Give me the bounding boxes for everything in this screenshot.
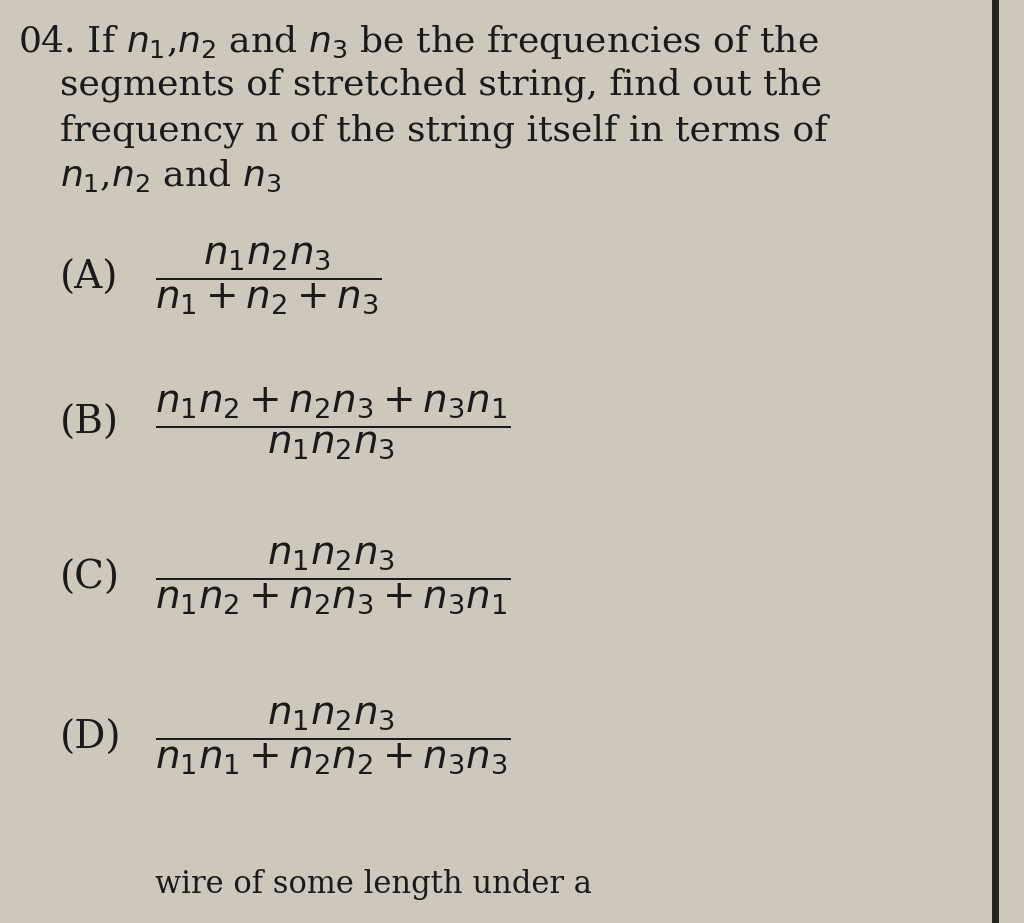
Text: wire of some length under a: wire of some length under a <box>155 869 592 901</box>
Text: (D): (D) <box>60 720 122 757</box>
Text: 04. If $n_1$,$n_2$ and $n_3$ be the frequencies of the: 04. If $n_1$,$n_2$ and $n_3$ be the freq… <box>18 23 818 61</box>
Text: $n_1$,$n_2$ and $n_3$: $n_1$,$n_2$ and $n_3$ <box>60 158 282 195</box>
Text: $\dfrac{n_1 n_2 n_3}{n_1 n_2 + n_2 n_3 + n_3 n_1}$: $\dfrac{n_1 n_2 n_3}{n_1 n_2 + n_2 n_3 +… <box>155 540 510 616</box>
Text: (A): (A) <box>60 259 119 296</box>
Text: (B): (B) <box>60 404 119 441</box>
Text: $\dfrac{n_1 n_2 + n_2 n_3 + n_3 n_1}{n_1 n_2 n_3}$: $\dfrac{n_1 n_2 + n_2 n_3 + n_3 n_1}{n_1… <box>155 385 510 461</box>
Text: $\dfrac{n_1 n_2 n_3}{n_1 + n_2 + n_3}$: $\dfrac{n_1 n_2 n_3}{n_1 + n_2 + n_3}$ <box>155 240 382 316</box>
Text: segments of stretched string, find out the: segments of stretched string, find out t… <box>60 68 822 102</box>
Text: frequency n of the string itself in terms of: frequency n of the string itself in term… <box>60 113 827 148</box>
Text: (C): (C) <box>60 559 120 596</box>
Text: $\dfrac{n_1 n_2 n_3}{n_1 n_1 + n_2 n_2 + n_3 n_3}$: $\dfrac{n_1 n_2 n_3}{n_1 n_1 + n_2 n_2 +… <box>155 701 510 776</box>
